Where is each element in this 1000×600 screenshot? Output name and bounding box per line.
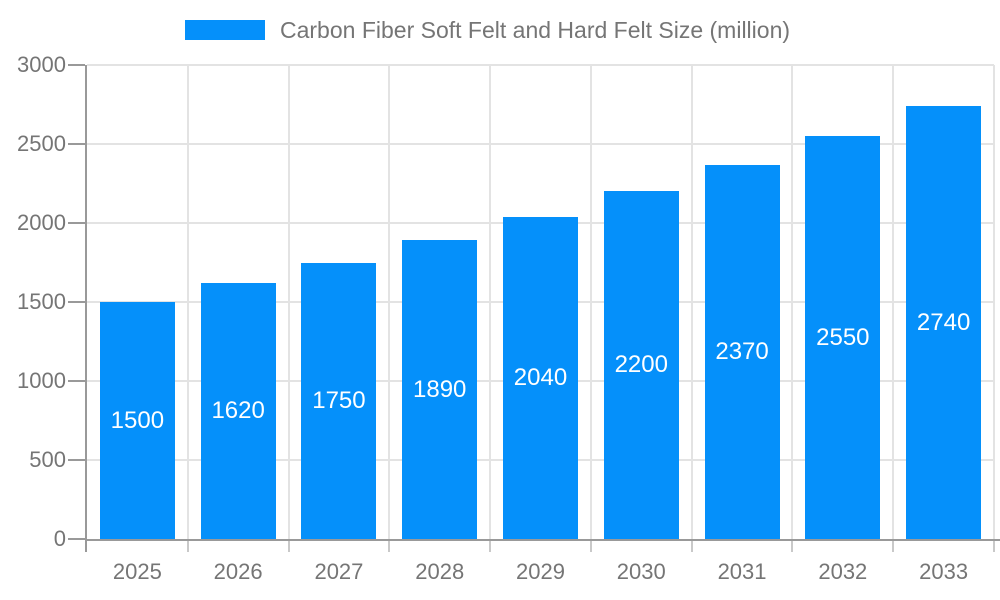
bar[interactable]: 1890 xyxy=(402,240,478,539)
gridline-vertical xyxy=(186,65,189,539)
bar[interactable]: 1750 xyxy=(301,262,377,539)
x-axis-tick xyxy=(186,541,189,552)
x-axis-label: 2030 xyxy=(616,559,666,584)
bar-value-label: 1620 xyxy=(211,397,265,424)
x-axis-tick xyxy=(993,541,995,552)
y-axis-line xyxy=(85,65,87,552)
y-axis-label: 2000 xyxy=(17,210,66,235)
y-axis-label: 1500 xyxy=(17,289,66,314)
gridline-vertical xyxy=(690,65,693,539)
bar[interactable]: 2550 xyxy=(805,136,881,539)
x-axis-tick xyxy=(489,541,492,552)
x-axis-label: 2026 xyxy=(213,559,263,584)
bar[interactable]: 2040 xyxy=(503,216,578,539)
x-axis-tick xyxy=(690,541,693,552)
x-axis-tick xyxy=(589,541,592,552)
gridline-vertical xyxy=(791,65,794,539)
y-axis-tick xyxy=(68,64,85,66)
gridline-vertical xyxy=(993,65,995,539)
gridline-horizontal xyxy=(87,143,994,145)
y-axis-tick xyxy=(68,380,85,382)
gridline-vertical xyxy=(892,65,895,539)
gridline-vertical xyxy=(589,65,592,539)
y-axis-label: 0 xyxy=(53,526,66,551)
y-axis-label: 1000 xyxy=(17,368,66,393)
x-axis-label: 2029 xyxy=(516,559,565,584)
y-axis-tick xyxy=(68,459,85,461)
x-axis-tick xyxy=(892,541,895,552)
bar-value-label: 2550 xyxy=(816,323,870,351)
bar-value-label: 1500 xyxy=(110,406,165,434)
x-axis-label: 2028 xyxy=(415,559,465,584)
gridline-horizontal xyxy=(87,64,994,66)
bar-value-label: 2740 xyxy=(916,308,971,336)
x-axis-label: 2032 xyxy=(818,559,868,584)
y-axis-tick xyxy=(68,538,85,540)
bar[interactable]: 2370 xyxy=(704,164,780,539)
x-axis-label: 2033 xyxy=(919,559,969,584)
x-axis-line xyxy=(85,539,1000,541)
legend-item[interactable]: Carbon Fiber Soft Felt and Hard Felt Siz… xyxy=(185,17,790,43)
x-axis-tick xyxy=(287,541,290,552)
bar-value-label: 1750 xyxy=(312,386,366,414)
gridline-vertical xyxy=(287,65,290,539)
bar-value-label: 2370 xyxy=(715,337,769,365)
y-axis-label: 2500 xyxy=(17,131,66,156)
legend-label: Carbon Fiber Soft Felt and Hard Felt Siz… xyxy=(280,17,791,43)
y-axis-label: 3000 xyxy=(17,52,66,77)
gridline-vertical xyxy=(388,65,391,539)
x-axis-label: 2031 xyxy=(717,559,767,584)
x-axis-label: 2027 xyxy=(314,559,364,584)
x-axis-label: 2025 xyxy=(112,559,162,584)
bar-value-label: 1890 xyxy=(413,375,467,403)
y-axis-tick xyxy=(68,301,85,303)
bar-value-label: 2040 xyxy=(513,363,568,391)
y-axis-tick xyxy=(68,222,85,224)
bar[interactable]: 1620 xyxy=(200,283,276,539)
bar[interactable]: 2740 xyxy=(906,106,982,539)
legend-swatch xyxy=(185,20,265,40)
x-axis-tick xyxy=(791,541,794,552)
bar-value-label: 2200 xyxy=(614,351,668,379)
x-axis-tick xyxy=(388,541,391,552)
gridline-vertical xyxy=(489,65,492,539)
bar[interactable]: 2200 xyxy=(603,191,679,539)
y-axis-label: 500 xyxy=(29,447,66,472)
y-axis-tick xyxy=(68,143,85,145)
bar[interactable]: 1500 xyxy=(99,302,175,539)
